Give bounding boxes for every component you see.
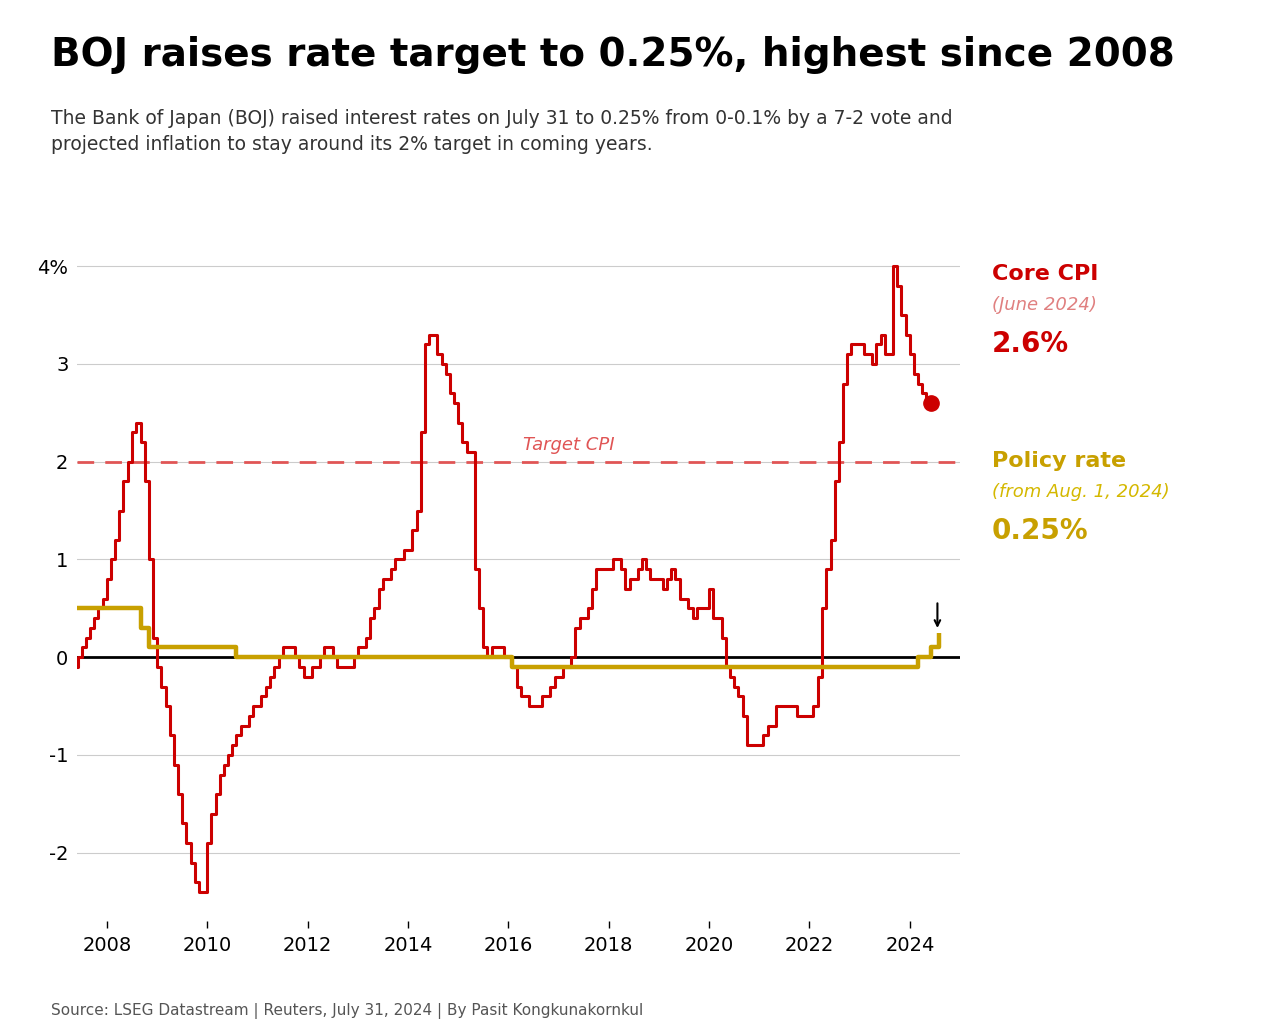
Text: Policy rate: Policy rate <box>992 450 1126 471</box>
Text: The Bank of Japan (BOJ) raised interest rates on July 31 to 0.25% from 0-0.1% by: The Bank of Japan (BOJ) raised interest … <box>51 109 952 154</box>
Text: 2.6%: 2.6% <box>992 329 1069 358</box>
Text: (June 2024): (June 2024) <box>992 296 1097 315</box>
Text: Source: LSEG Datastream | Reuters, July 31, 2024 | By Pasit Kongkunakornkul: Source: LSEG Datastream | Reuters, July … <box>51 1004 644 1019</box>
Text: BOJ raises rate target to 0.25%, highest since 2008: BOJ raises rate target to 0.25%, highest… <box>51 36 1175 75</box>
Text: 0.25%: 0.25% <box>992 516 1088 545</box>
Text: Core CPI: Core CPI <box>992 264 1098 285</box>
Text: (from Aug. 1, 2024): (from Aug. 1, 2024) <box>992 482 1170 501</box>
Text: Target CPI: Target CPI <box>524 436 614 454</box>
